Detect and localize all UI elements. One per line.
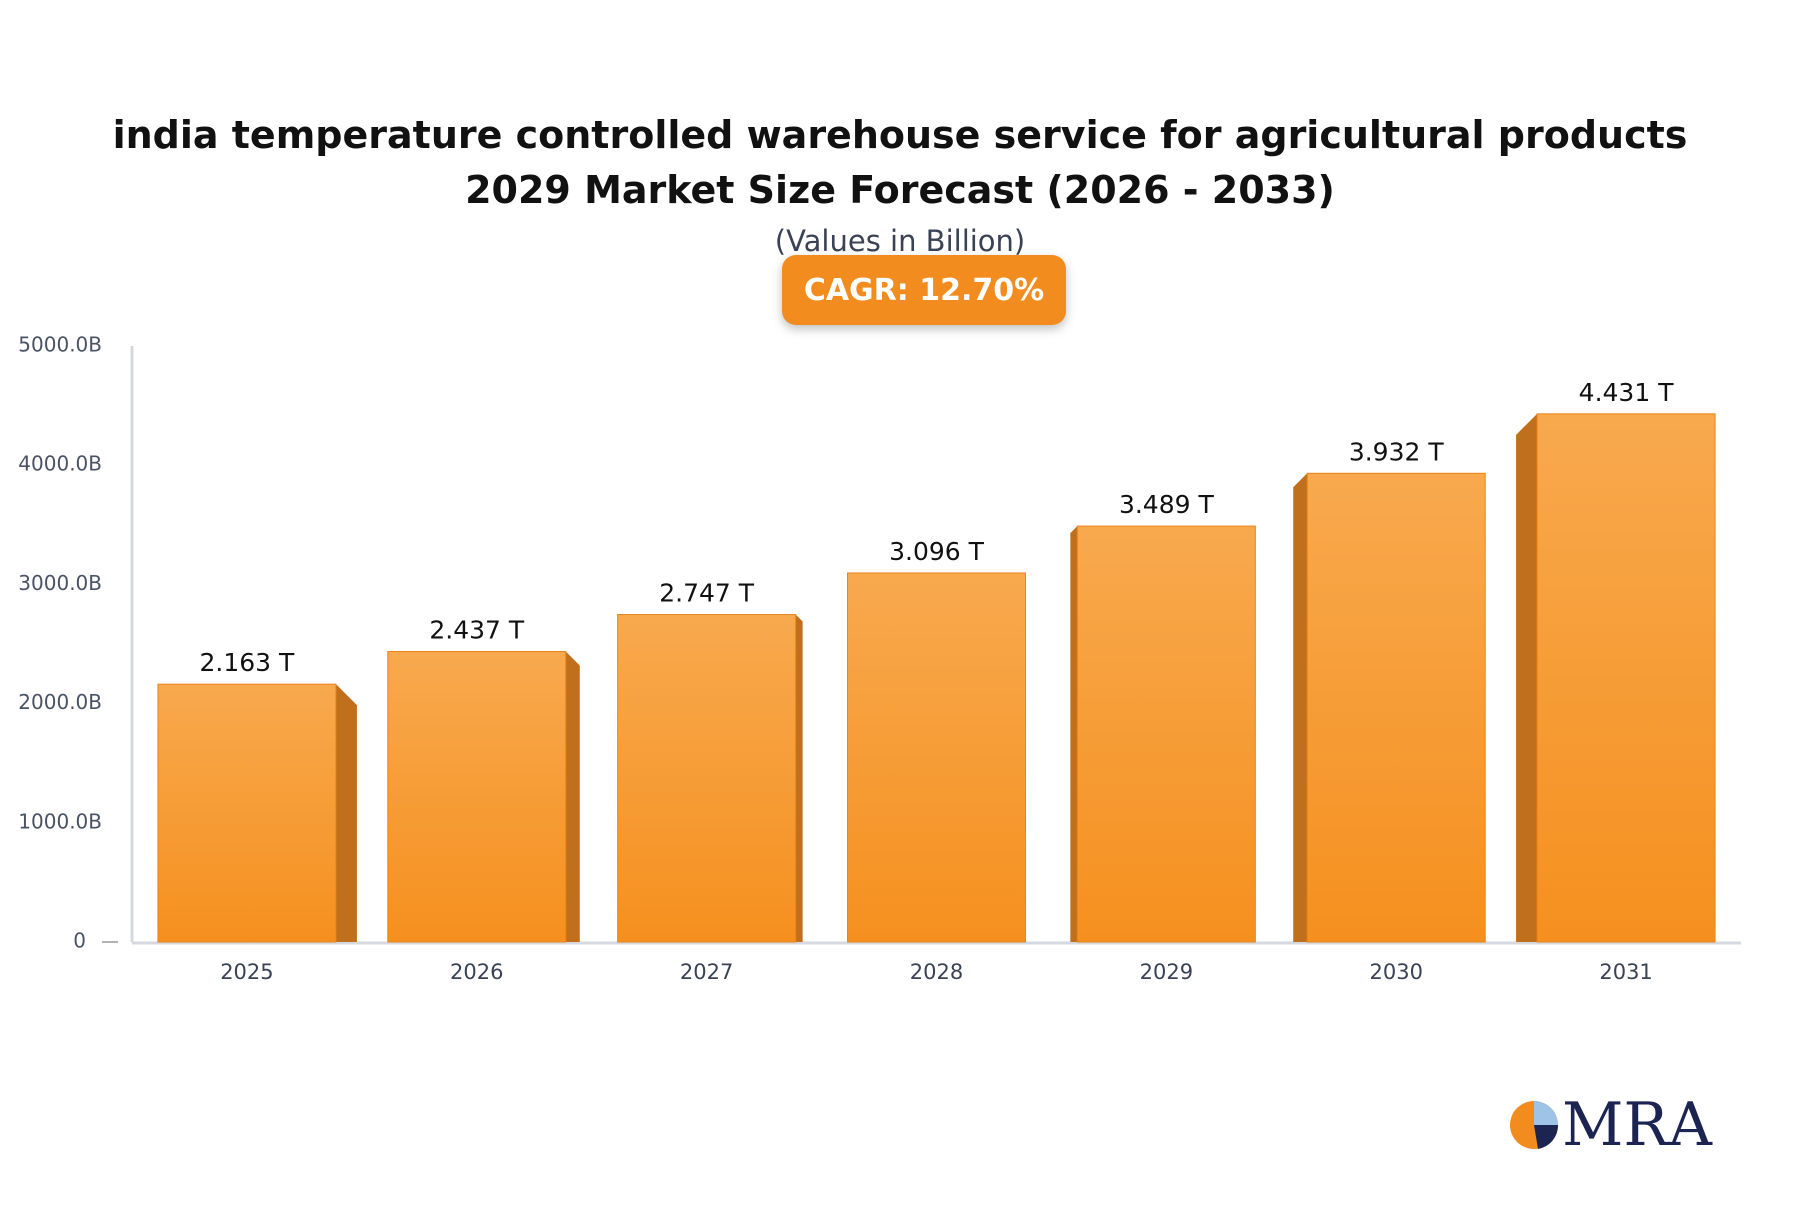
bar-side — [335, 684, 357, 942]
y-tick-label: 0 — [73, 929, 86, 953]
cagr-badge: CAGR: 12.70% — [782, 255, 1066, 325]
bar — [1306, 472, 1486, 943]
bar — [387, 651, 567, 943]
y-tick-label: 5000.0B — [18, 333, 102, 357]
bar-side — [1070, 526, 1078, 942]
logo: MRA — [1508, 1090, 1712, 1160]
value-label: 2.437 T — [429, 616, 525, 645]
bar — [847, 572, 1026, 943]
x-tick-label: 2027 — [680, 960, 733, 984]
logo-text: MRA — [1562, 1090, 1712, 1160]
y-tick-label: 3000.0B — [18, 571, 102, 595]
y-tick-label: 2000.0B — [18, 690, 102, 714]
chart-title: india temperature controlled warehouse s… — [112, 113, 1688, 212]
x-tick-label: 2026 — [450, 960, 503, 984]
value-label: 3.096 T — [889, 537, 985, 566]
bar-side — [795, 614, 803, 942]
x-tick-label: 2028 — [910, 960, 963, 984]
x-tick-label: 2030 — [1369, 960, 1422, 984]
x-tick-label: 2029 — [1140, 960, 1193, 984]
chart-subtitle: (Values in Billion) — [774, 224, 1026, 258]
bar-side — [1293, 473, 1308, 942]
bar-side — [565, 651, 580, 942]
value-label: 4.431 T — [1579, 378, 1675, 407]
value-label: 2.747 T — [659, 579, 755, 608]
y-tick-label: 1000.0B — [18, 809, 102, 833]
logo-icon — [1510, 1101, 1559, 1149]
bar-side — [1516, 413, 1538, 942]
value-label: 3.932 T — [1349, 437, 1445, 466]
bar — [617, 614, 797, 943]
bar — [157, 683, 337, 943]
bar — [1076, 525, 1256, 943]
value-label: 3.489 T — [1119, 490, 1215, 519]
x-tick-label: 2025 — [220, 960, 273, 984]
y-tick-label: 4000.0B — [18, 452, 102, 476]
bar — [1536, 413, 1716, 943]
value-label: 2.163 T — [200, 648, 296, 677]
x-tick-label: 2031 — [1599, 960, 1652, 984]
